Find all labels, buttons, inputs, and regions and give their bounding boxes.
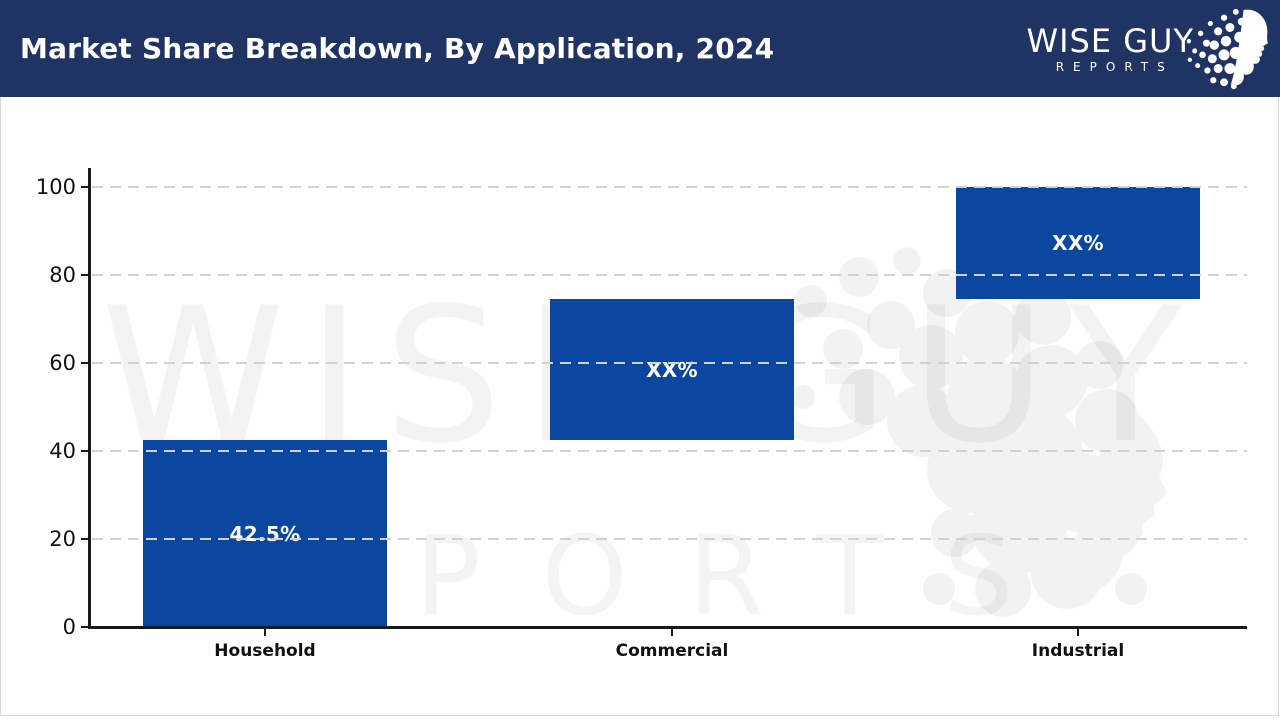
logo-brand-name: WISE GUY	[1026, 22, 1194, 60]
bar-industrial: XX%	[956, 187, 1200, 300]
y-tick-label-60: 60	[49, 351, 76, 375]
bar-value-label: 42.5%	[229, 521, 301, 546]
bar-value-label: XX%	[646, 357, 698, 382]
y-tick-label-40: 40	[49, 439, 76, 463]
gridline-20	[92, 538, 1247, 540]
y-tick-60	[81, 362, 89, 364]
wiseguy-reports-logo: WISE GUY REPORTS	[1026, 4, 1272, 94]
logo-brand-subtitle: REPORTS	[1055, 60, 1174, 74]
bar-value-label: XX%	[1052, 231, 1104, 256]
y-tick-label-0: 0	[62, 615, 76, 639]
x-tick-household	[264, 629, 266, 636]
y-tick-80	[81, 274, 89, 276]
logo-face-icon	[1186, 8, 1269, 90]
bar-commercial: XX%	[550, 299, 794, 440]
gridline-40	[92, 450, 1247, 452]
y-axis-line	[88, 168, 91, 629]
bar-household: 42.5%	[143, 440, 387, 627]
y-tick-0	[81, 626, 89, 628]
y-tick-label-80: 80	[49, 263, 76, 287]
chart-title: Market Share Breakdown, By Application, …	[20, 32, 775, 65]
header-bar: Market Share Breakdown, By Application, …	[0, 0, 1280, 97]
x-label-commercial: Commercial	[615, 641, 729, 661]
y-tick-label-100: 100	[35, 175, 76, 199]
x-tick-commercial	[671, 629, 673, 636]
x-label-household: Household	[214, 641, 316, 661]
y-tick-40	[81, 450, 89, 452]
y-tick-100	[81, 186, 89, 188]
x-axis-line	[88, 626, 1247, 629]
gridline-60	[92, 362, 1247, 364]
y-tick-label-20: 20	[49, 527, 76, 551]
x-label-industrial: Industrial	[1031, 641, 1125, 661]
y-tick-20	[81, 538, 89, 540]
gridline-100	[92, 186, 1247, 188]
gridline-80	[92, 274, 1247, 276]
x-tick-industrial	[1077, 629, 1079, 636]
logo-text: WISE GUY REPORTS	[1026, 24, 1194, 74]
